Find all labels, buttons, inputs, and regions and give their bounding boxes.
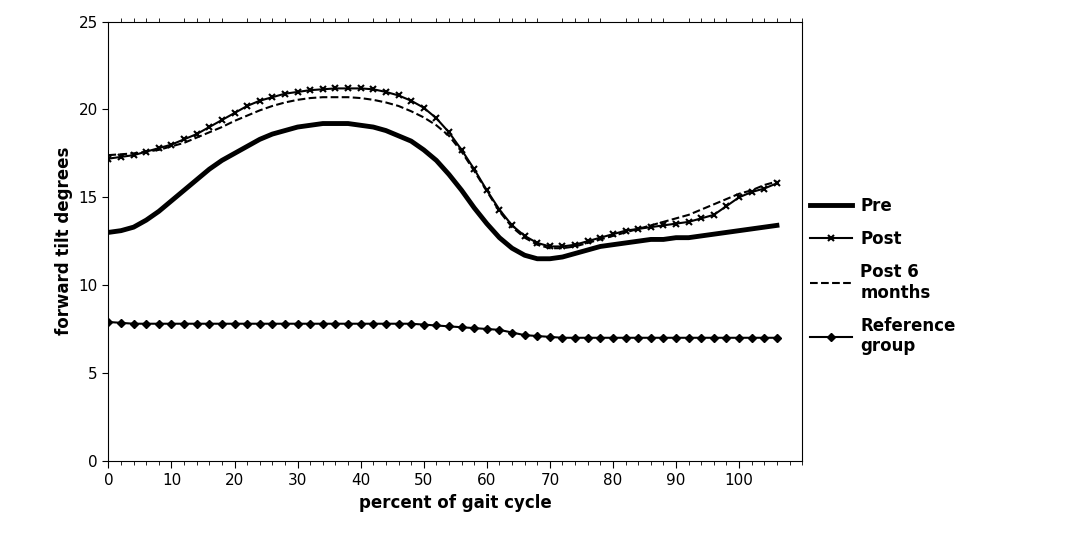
Post 6
months [366, 96, 379, 103]
Pre [102, 229, 115, 236]
Pre [531, 255, 544, 262]
Post 6
months [317, 94, 330, 100]
Post [771, 180, 784, 186]
Post [328, 85, 341, 92]
Post 6
months [216, 124, 229, 130]
Reference
group [216, 320, 229, 327]
Reference
group [493, 327, 506, 333]
Line: Post: Post [105, 85, 780, 250]
Post [581, 238, 594, 244]
Reference
group [354, 320, 367, 327]
Post [480, 187, 493, 193]
Pre [581, 247, 594, 253]
Post 6
months [543, 245, 556, 251]
Pre [771, 222, 784, 229]
Post 6
months [505, 224, 518, 230]
Post [543, 243, 556, 250]
Reference
group [569, 334, 582, 341]
Post [518, 233, 531, 239]
Line: Reference
group: Reference group [105, 319, 779, 340]
Reference
group [771, 334, 784, 341]
Reference
group [467, 325, 480, 331]
Post [102, 156, 115, 162]
Post 6
months [518, 235, 531, 241]
Post 6
months [102, 152, 115, 158]
Pre [505, 245, 518, 251]
Pre [480, 221, 493, 227]
Reference
group [102, 319, 115, 325]
Pre [518, 252, 531, 259]
Reference
group [505, 329, 518, 335]
Post 6
months [581, 240, 594, 246]
X-axis label: percent of gait cycle: percent of gait cycle [359, 494, 552, 512]
Line: Pre: Pre [108, 124, 777, 259]
Post [366, 86, 379, 93]
Line: Post 6
months: Post 6 months [108, 97, 777, 248]
Post [505, 222, 518, 229]
Legend: Pre, Post, Post 6
months, Reference
group: Pre, Post, Post 6 months, Reference grou… [811, 197, 956, 356]
Pre [366, 124, 379, 130]
Reference
group [556, 334, 569, 341]
Post [216, 117, 229, 123]
Post 6
months [771, 178, 784, 185]
Pre [317, 120, 330, 127]
Y-axis label: forward tilt degrees: forward tilt degrees [55, 147, 74, 335]
Pre [216, 157, 229, 164]
Post 6
months [480, 188, 493, 195]
